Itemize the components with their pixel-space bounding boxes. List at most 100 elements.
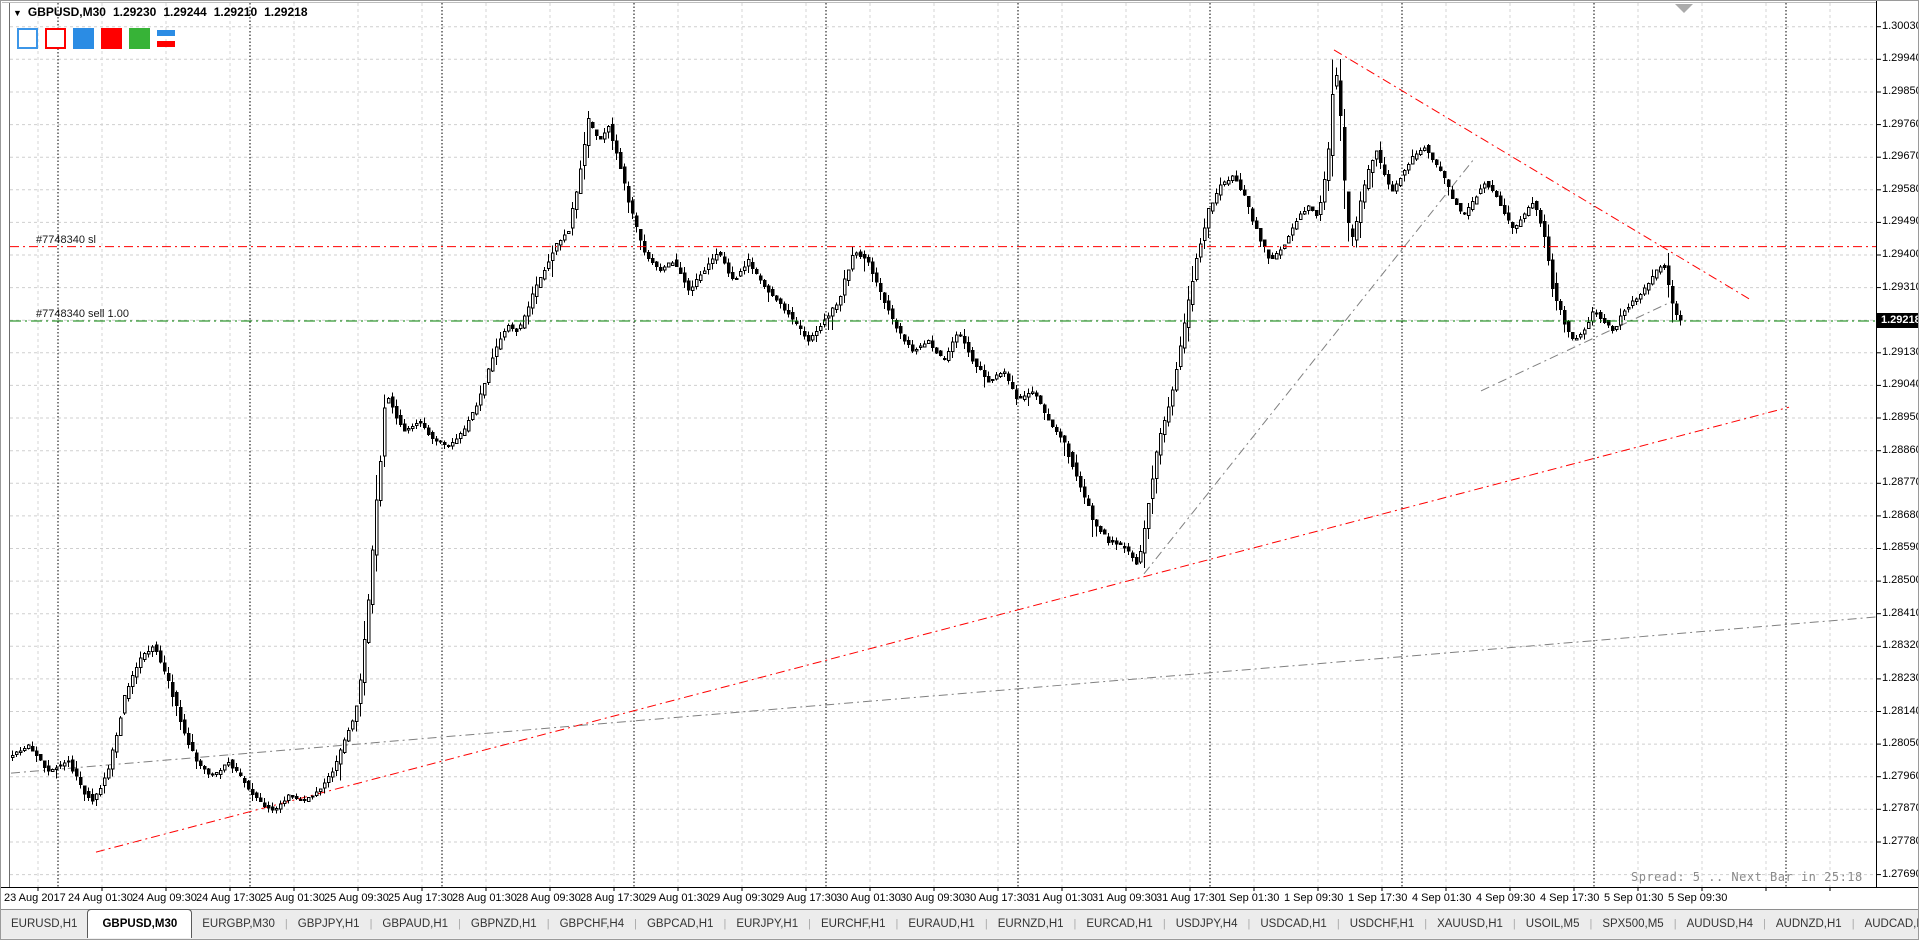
time-axis-label: 5 Sep 01:30 <box>1604 892 1664 904</box>
axis-tick-marks <box>37 26 1881 891</box>
price-axis-label: 1.27870 <box>1882 802 1919 814</box>
time-axis-label: 24 Aug 09:30 <box>132 892 197 904</box>
time-axis-label: 28 Aug 01:30 <box>452 892 517 904</box>
tab-gbpaud-h1[interactable]: GBPAUD,H1 <box>382 918 449 930</box>
time-axis-label: 30 Aug 17:30 <box>964 892 1029 904</box>
tab-gbpcad-h1[interactable]: GBPCAD,H1 <box>646 918 714 930</box>
price-axis-label: 1.28140 <box>1882 705 1919 717</box>
tab-gbpusd-m30[interactable]: GBPUSD,M30 <box>87 909 193 938</box>
tab-audusd-h4[interactable]: AUDUSD,H4 <box>1686 918 1754 930</box>
status-text: Spread: 5 .. Next Bar in 25:18 <box>1631 870 1863 884</box>
price-axis-label: 1.28680 <box>1882 509 1919 521</box>
chart-shift-marker[interactable] <box>1675 4 1693 13</box>
gray-ascending-shallow-line[interactable] <box>10 616 1877 774</box>
tab-divider: | <box>1424 918 1428 930</box>
time-axis-label: 29 Aug 09:30 <box>708 892 773 904</box>
gray-ascending-steep-line[interactable] <box>1143 158 1475 575</box>
tab-divider: | <box>1851 918 1855 930</box>
time-axis-label: 30 Aug 09:30 <box>900 892 965 904</box>
color-swatch-toolbar <box>17 28 175 49</box>
tab-usoil-m5[interactable]: USOIL,M5 <box>1525 918 1580 930</box>
chart-canvas[interactable]: #7748340 sl #7748340 sell 1.00 <box>1 1 1919 909</box>
chart-grid <box>10 3 1876 887</box>
candlestick-series <box>11 58 1683 814</box>
stop-loss-line-label: #7748340 sl <box>36 234 96 246</box>
time-axis-label: 31 Aug 09:30 <box>1092 892 1157 904</box>
price-axis-label: 1.27780 <box>1882 835 1919 847</box>
time-axis-label: 24 Aug 17:30 <box>196 892 261 904</box>
window-bottom-edge <box>1 937 1918 939</box>
tab-eurchf-h1[interactable]: EURCHF,H1 <box>820 918 886 930</box>
time-axis-label: 28 Aug 09:30 <box>516 892 581 904</box>
price-axis-label: 1.29130 <box>1882 346 1919 358</box>
price-axis-label: 1.29580 <box>1882 183 1919 195</box>
symbol-tab-bar: EURUSD,H1 GBPUSD,M30 EURGBP,M30 | GBPJPY,H1 |… <box>1 909 1918 938</box>
tab-audcad-daily[interactable]: AUDCAD,Daily <box>1864 918 1918 930</box>
hollow-blue-swatch[interactable] <box>17 28 38 49</box>
tab-divider: | <box>984 918 988 930</box>
symbol-period-label: GBPUSD,M30 <box>27 5 106 19</box>
red-swatch[interactable] <box>101 28 122 49</box>
hollow-red-swatch[interactable] <box>45 28 66 49</box>
red-ascending-support-line[interactable] <box>95 406 1790 853</box>
green-swatch[interactable] <box>129 28 150 49</box>
tab-usdchf-h1[interactable]: USDCHF,H1 <box>1349 918 1415 930</box>
time-axis-label: 29 Aug 01:30 <box>644 892 709 904</box>
price-axis-label: 1.28500 <box>1882 574 1919 586</box>
tab-divider: | <box>1336 918 1340 930</box>
time-axis-label: 23 Aug 2017 <box>4 892 66 904</box>
current-price-tag: 1.29218 <box>1877 313 1918 328</box>
tab-divider: | <box>1512 918 1516 930</box>
time-axis-label: 25 Aug 09:30 <box>324 892 389 904</box>
gray-ascending-right-line[interactable] <box>1480 300 1674 392</box>
price-axis-label: 1.29400 <box>1882 248 1919 260</box>
red-descending-resistance-line[interactable] <box>1333 49 1750 300</box>
tab-divider: | <box>1247 918 1251 930</box>
tab-eurnzd-h1[interactable]: EURNZD,H1 <box>997 918 1064 930</box>
time-axis-label: 29 Aug 17:30 <box>772 892 837 904</box>
tab-usdcad-h1[interactable]: USDCAD,H1 <box>1260 918 1327 930</box>
tab-spx500-m5[interactable]: SPX500,M5 <box>1602 918 1664 930</box>
time-axis-label: 31 Aug 01:30 <box>1028 892 1093 904</box>
price-axis-label: 1.29940 <box>1882 52 1919 64</box>
price-axis-label: 1.27690 <box>1882 868 1919 880</box>
tab-xauusd-h1[interactable]: XAUUSD,H1 <box>1437 918 1503 930</box>
sell-position-line-label: #7748340 sell 1.00 <box>36 308 129 320</box>
tab-audnzd-h1[interactable]: AUDNZD,H1 <box>1775 918 1842 930</box>
blue-swatch[interactable] <box>73 28 94 49</box>
price-axis-label: 1.28320 <box>1882 639 1919 651</box>
time-axis-label: 4 Sep 09:30 <box>1476 892 1536 904</box>
price-axis-label: 1.29040 <box>1882 378 1919 390</box>
tab-divider: | <box>284 918 288 930</box>
tab-divider: | <box>458 918 461 930</box>
time-axis-label: 4 Sep 17:30 <box>1540 892 1600 904</box>
price-axis-label: 1.28230 <box>1882 672 1919 684</box>
tab-gbpchf-h4[interactable]: GBPCHF,H4 <box>559 918 625 930</box>
tab-gbpjpy-h1[interactable]: GBPJPY,H1 <box>297 918 360 930</box>
time-axis-label: 28 Aug 17:30 <box>580 892 645 904</box>
symbol-dropdown-icon[interactable]: ▼ <box>13 8 22 18</box>
tab-divider: | <box>1589 918 1593 930</box>
tab-eurcad-h1[interactable]: EURCAD,H1 <box>1086 918 1153 930</box>
price-axis-label: 1.27960 <box>1882 770 1919 782</box>
tab-eurjpy-h1[interactable]: EURJPY,H1 <box>736 918 799 930</box>
tab-divider: | <box>1073 918 1077 930</box>
ohlc-low: 1.29210 <box>213 5 258 19</box>
price-axis-label: 1.29490 <box>1882 215 1919 227</box>
time-axis-label: 1 Sep 09:30 <box>1284 892 1344 904</box>
time-axis-label: 24 Aug 01:30 <box>68 892 133 904</box>
tab-divider: | <box>895 918 899 930</box>
flag-swatch[interactable] <box>157 28 175 49</box>
tab-gbpnzd-h1[interactable]: GBPNZD,H1 <box>470 918 537 930</box>
tab-eurusd-h1[interactable]: EURUSD,H1 <box>11 918 78 930</box>
tab-divider: | <box>369 918 373 930</box>
tab-euraud-h1[interactable]: EURAUD,H1 <box>908 918 975 930</box>
price-axis-label: 1.29310 <box>1882 281 1919 293</box>
tab-eurgbp-m30[interactable]: EURGBP,M30 <box>202 918 275 930</box>
time-axis-label: 30 Aug 01:30 <box>836 892 901 904</box>
price-axis-label: 1.28050 <box>1882 737 1919 749</box>
time-axis-label: 5 Sep 09:30 <box>1668 892 1728 904</box>
price-axis-label: 1.30030 <box>1882 20 1919 32</box>
tab-usdjpy-h4[interactable]: USDJPY,H4 <box>1175 918 1238 930</box>
